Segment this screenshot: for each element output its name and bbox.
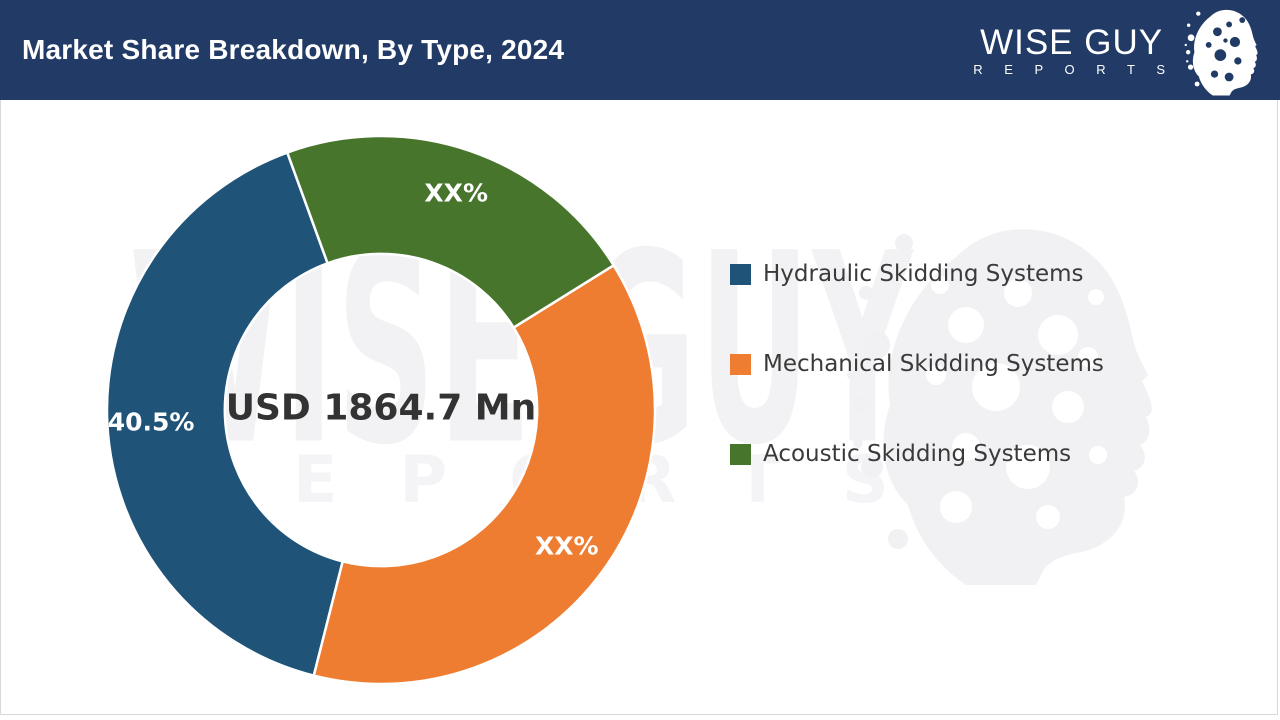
- legend-label: Hydraulic Skidding Systems: [763, 261, 1084, 287]
- donut-segment-2: [286, 134, 615, 329]
- donut-segment-0: [105, 151, 344, 677]
- segment-label-2: XX%: [424, 178, 488, 207]
- legend-swatch-icon: [730, 353, 751, 375]
- wiseguy-logo-text: WISE GUY R E P O R T S: [969, 25, 1174, 76]
- page-title: Market Share Breakdown, By Type, 2024: [22, 34, 565, 65]
- logo-sub-text: R E P O R T S: [973, 61, 1174, 77]
- chart-center-total: USD 1864.7 Mn: [225, 387, 537, 429]
- donut-chart: 40.5% XX% XX%: [105, 134, 657, 686]
- chart-legend: Hydraulic Skidding Systems Mechanical Ski…: [730, 261, 1104, 467]
- legend-item-0: Hydraulic Skidding Systems: [730, 261, 1104, 287]
- wiseguy-logo: WISE GUY R E P O R T S: [969, 0, 1270, 100]
- logo-brand-text: WISE GUY: [980, 22, 1164, 62]
- donut-segment-1: [312, 264, 657, 686]
- dotted-head-profile-icon: [1184, 9, 1258, 96]
- watermark-head-profile-icon: [847, 229, 1152, 585]
- header-bar: Market Share Breakdown, By Type, 2024 WI…: [0, 0, 1280, 100]
- legend-label: Acoustic Skidding Systems: [763, 441, 1072, 467]
- legend-item-1: Mechanical Skidding Systems: [730, 351, 1104, 377]
- legend-label: Mechanical Skidding Systems: [763, 351, 1104, 377]
- segment-label-1: XX%: [535, 532, 599, 561]
- legend-swatch-icon: [730, 263, 751, 285]
- legend-swatch-icon: [730, 443, 751, 465]
- legend-item-2: Acoustic Skidding Systems: [730, 441, 1104, 467]
- segment-label-0: 40.5%: [108, 407, 195, 436]
